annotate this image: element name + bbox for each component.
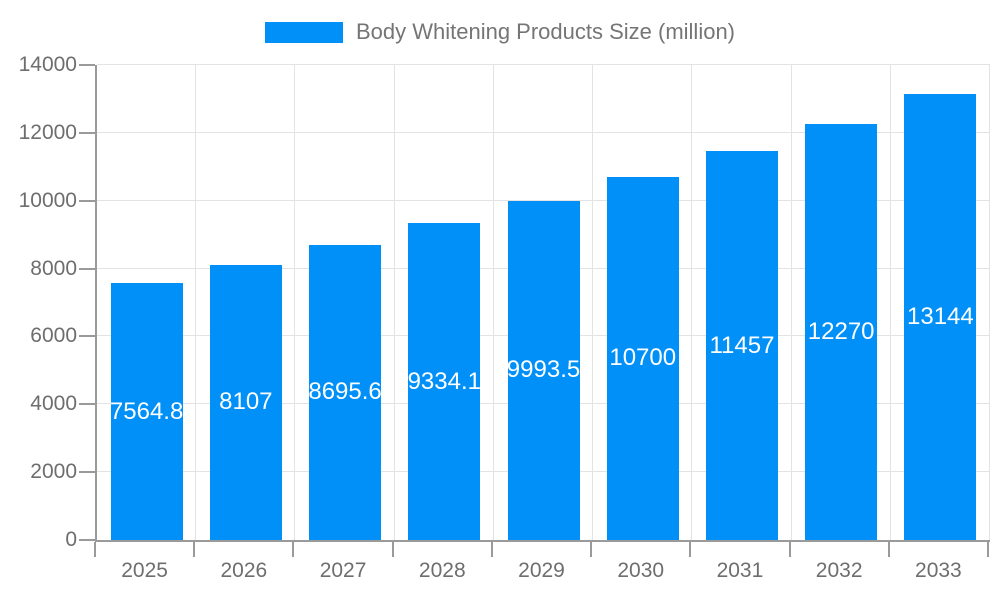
bar-value-label: 9334.1	[407, 367, 481, 395]
bar-2032[interactable]: 12270	[805, 123, 878, 540]
x-axis-label: 2028	[418, 559, 466, 582]
y-axis-label: 10000	[18, 188, 77, 212]
x-axis-label: 2027	[319, 559, 367, 582]
legend-label: Body Whitening Products Size (million)	[355, 19, 736, 44]
v-gridline	[989, 65, 990, 540]
x-axis-label: 2030	[617, 559, 665, 582]
y-axis-tick	[79, 471, 95, 474]
y-axis-tick	[79, 335, 95, 338]
y-axis-label: 4000	[30, 392, 77, 416]
bar-2030[interactable]: 10700	[606, 176, 679, 540]
h-gridline	[97, 64, 990, 65]
bar-value-label: 12270	[807, 317, 875, 345]
bar-2029[interactable]: 9993.5	[506, 200, 581, 540]
x-axis-tick	[94, 542, 96, 557]
h-gridline	[97, 131, 990, 133]
x-axis-tick	[788, 542, 791, 557]
bar-value-label: 8107	[219, 388, 273, 416]
y-axis-tick	[79, 539, 95, 541]
v-gridline	[294, 65, 296, 540]
y-axis-label: 14000	[18, 53, 77, 76]
x-axis-label: 2031	[716, 559, 764, 582]
x-axis-label: 2033	[915, 559, 962, 582]
y-axis-label: 12000	[18, 120, 77, 144]
x-axis-tick	[193, 542, 196, 557]
y-axis-tick	[79, 64, 95, 66]
v-gridline	[195, 65, 197, 540]
x-axis-tick	[391, 542, 394, 557]
y-axis-tick	[79, 199, 95, 202]
y-axis-label: 8000	[30, 256, 77, 280]
x-axis-tick	[689, 542, 692, 557]
x-axis-tick	[987, 542, 989, 557]
v-gridline	[691, 65, 693, 540]
x-axis-label: 2026	[220, 559, 268, 582]
x-axis-tick	[590, 542, 593, 557]
bar-value-label: 10700	[609, 344, 677, 372]
x-axis-tick	[490, 542, 493, 557]
bar-2033[interactable]: 13144	[904, 94, 977, 540]
bar-2031[interactable]: 11457	[705, 151, 778, 540]
legend-swatch-icon[interactable]	[264, 21, 343, 43]
plot-area: 7564.8 8107 8695.6 9334.1 9993.5 10700 11457 12…	[95, 64, 990, 542]
h-gridline	[97, 199, 990, 201]
bar-value-label: 9993.5	[506, 356, 581, 384]
x-axis-tick	[887, 542, 890, 557]
y-axis-label: 6000	[30, 324, 77, 348]
y-axis-label: 2000	[30, 460, 77, 484]
bar-value-label: 11457	[709, 331, 775, 359]
legend[interactable]: Body Whitening Products Size (million)	[0, 19, 1000, 45]
x-axis-label: 2025	[121, 559, 168, 582]
y-axis-tick	[79, 131, 95, 134]
x-axis-label: 2029	[518, 559, 565, 582]
bar-value-label: 13144	[907, 303, 974, 331]
y-axis-tick	[79, 403, 95, 406]
bar-2028[interactable]: 9334.1	[407, 223, 481, 540]
v-gridline	[790, 65, 792, 540]
x-axis-tick	[292, 542, 295, 557]
bar-2025[interactable]: 7564.8	[109, 283, 184, 540]
bar-2026[interactable]: 8107	[209, 264, 282, 540]
y-axis-tick	[79, 267, 95, 270]
bar-value-label: 7564.8	[109, 397, 184, 425]
x-axis-label: 2032	[815, 559, 863, 582]
v-gridline	[889, 65, 891, 540]
y-axis-label: 0	[65, 528, 77, 551]
bar-value-label: 8695.6	[308, 378, 382, 406]
v-gridline	[492, 65, 494, 540]
v-gridline	[592, 65, 594, 540]
bar-2027[interactable]: 8695.6	[308, 244, 382, 540]
v-gridline	[393, 65, 395, 540]
